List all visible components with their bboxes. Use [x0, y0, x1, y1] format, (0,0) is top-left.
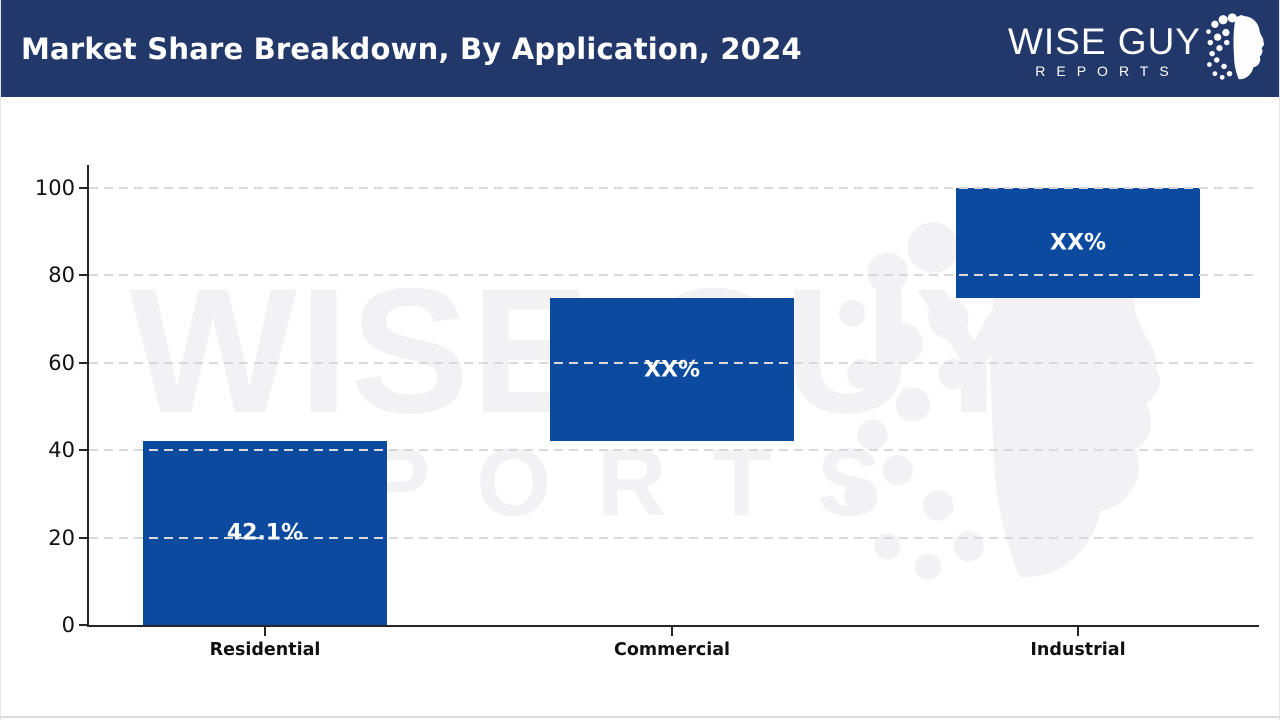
bar-value-label-commercial: XX% [644, 357, 700, 382]
y-tick-label-80: 80 [48, 263, 75, 287]
gridline-60 [89, 361, 1259, 364]
x-category-label-commercial: Commercial [613, 640, 731, 660]
y-tick-60 [79, 361, 87, 364]
gridline-20 [89, 536, 1259, 539]
y-tick-80 [79, 274, 87, 276]
logo-wordmark-sub: REPORTS [1035, 62, 1180, 79]
bar-value-label-industrial: XX% [1050, 230, 1106, 256]
y-tick-0 [79, 624, 87, 626]
y-tick-label-40: 40 [48, 438, 75, 462]
wiseguy-logo: WISE GUY REPORTS [1008, 11, 1267, 87]
x-tick-commercial [671, 627, 673, 636]
x-tick-residential [264, 627, 266, 636]
logo-wordmark-main: WISE GUY [1007, 20, 1201, 62]
chart-title: Market Share Breakdown, By Application, … [21, 31, 802, 66]
y-tick-40 [79, 449, 87, 451]
x-axis-line [87, 625, 1259, 627]
x-category-label-residential: Residential [209, 640, 321, 660]
x-category-label-industrial: Industrial [1030, 640, 1126, 660]
header-band: Market Share Breakdown, By Application, … [1, 0, 1279, 97]
y-tick-label-100: 100 [34, 175, 75, 200]
bar-residential [143, 440, 387, 625]
y-tick-label-20: 20 [48, 525, 75, 550]
y-tick-100 [79, 186, 87, 189]
bar-commercial [550, 298, 794, 441]
gridline-40 [89, 449, 1259, 451]
logo-face-icon [1206, 12, 1265, 80]
gridline-100 [89, 186, 1259, 189]
y-tick-label-60: 60 [48, 350, 75, 375]
y-tick-20 [79, 536, 87, 539]
y-tick-label-0: 0 [61, 613, 75, 637]
bar-value-label-residential: 42.1% [226, 520, 304, 546]
y-axis-line [87, 165, 89, 627]
x-tick-industrial [1077, 627, 1079, 636]
gridline-80 [89, 274, 1259, 276]
bar-industrial [956, 187, 1200, 299]
logo-wordmark: WISE GUY REPORTS [1008, 23, 1201, 79]
